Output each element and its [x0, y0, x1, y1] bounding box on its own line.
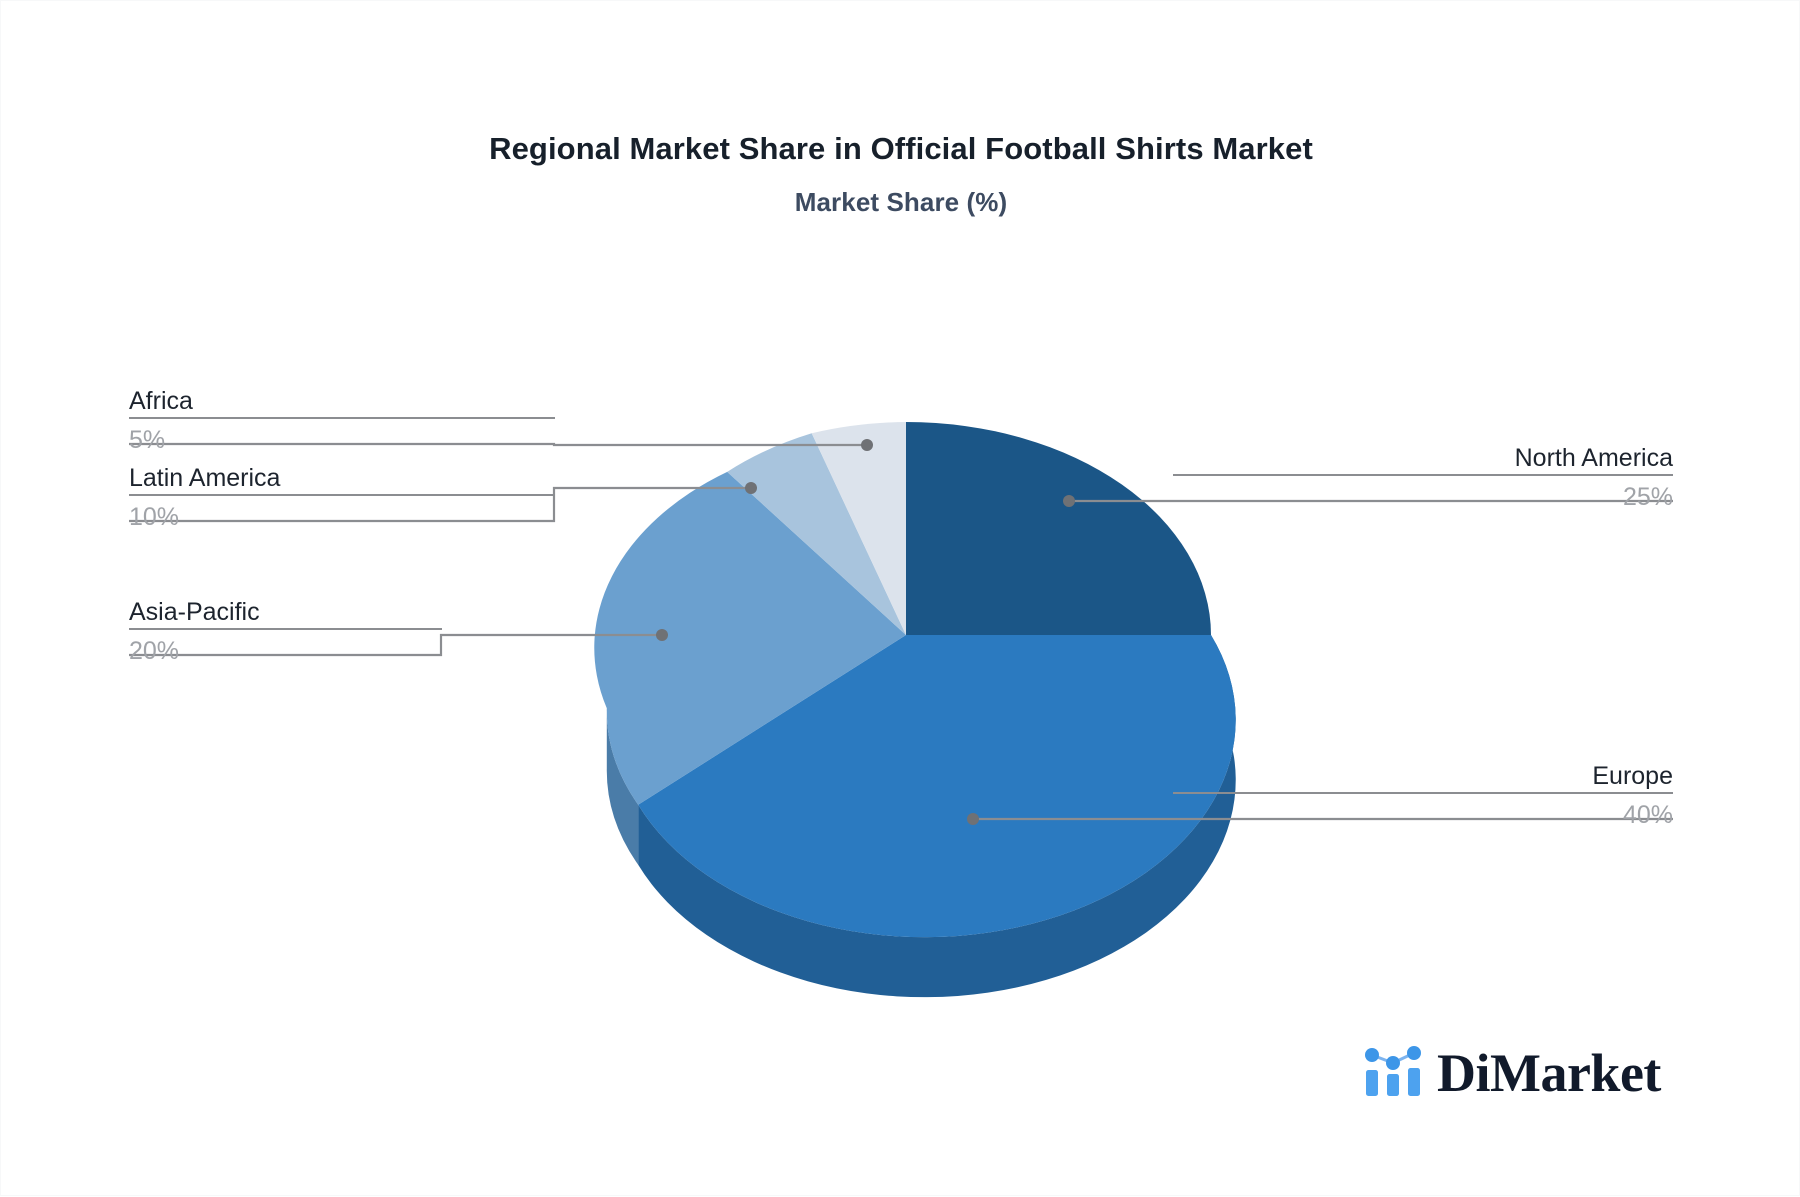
pie-slice-africa[interactable] [811, 422, 906, 635]
bar-chart-line-icon [1363, 1041, 1423, 1104]
callout-europe: Europe 40% [1173, 761, 1673, 831]
callout-rule-asia-pacific [129, 628, 442, 630]
page-title: Regional Market Share in Official Footba… [489, 131, 1313, 166]
callout-africa: Africa 5% [129, 386, 555, 456]
pie-slice-europe[interactable] [638, 635, 1236, 938]
brand-logo: DiMarket [1363, 1041, 1661, 1104]
pie-slice-asia-pacific[interactable] [594, 471, 906, 805]
callout-value-latin-america: 10% [129, 503, 180, 531]
callout-label-africa: Africa [129, 387, 193, 415]
pie-slice-latin-america[interactable] [727, 433, 906, 635]
callout-latin-america: Latin America 10% [129, 463, 555, 533]
depth-europe [638, 635, 1236, 998]
callout-label-latin-america: Latin America [129, 464, 281, 492]
callout-rule-europe [1173, 792, 1673, 794]
callout-value-europe: 40% [1622, 801, 1673, 829]
pie-top-face [594, 422, 1236, 938]
callout-north-america: North America 25% [1173, 443, 1673, 513]
callout-asia-pacific: Asia-Pacific 20% [129, 597, 442, 667]
leader-dots [656, 439, 1075, 825]
leader-dot-north-america [1063, 495, 1075, 507]
leader-dot-europe [967, 813, 979, 825]
callout-value-north-america: 25% [1622, 483, 1673, 511]
pie-slice-north-america[interactable] [906, 422, 1211, 635]
callout-value-africa: 5% [129, 426, 166, 454]
leader-dot-africa [861, 439, 873, 451]
callout-rule-north-america [1173, 474, 1673, 476]
callout-value-asia-pacific: 20% [129, 637, 180, 665]
logo-wordmark: DiMarket [1437, 1042, 1661, 1103]
pie-depth-sides [606, 635, 1236, 998]
callout-rule-latin-america [129, 494, 555, 496]
callout-rule-africa [129, 417, 555, 419]
callout-label-asia-pacific: Asia-Pacific [129, 598, 260, 626]
depth-asia-pacific [606, 708, 639, 865]
callout-label-europe: Europe [1592, 762, 1673, 790]
callout-label-north-america: North America [1514, 444, 1673, 472]
leader-dot-asia-pacific [656, 629, 668, 641]
leader-dot-latin-america [745, 482, 757, 494]
chart-subtitle: Market Share (%) [794, 187, 1008, 217]
